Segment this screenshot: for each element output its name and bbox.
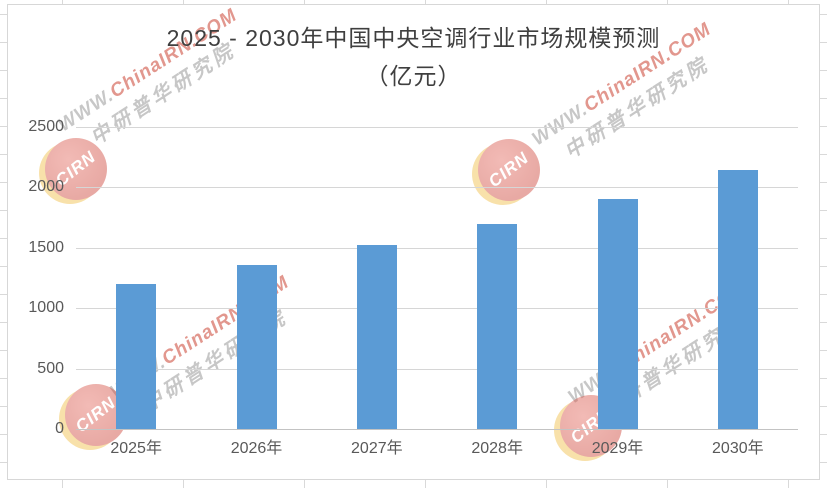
bar-2026年[interactable] <box>236 264 277 429</box>
gridline-1000 <box>76 308 798 310</box>
y-axis-label-500: 500 <box>37 359 64 377</box>
bar-2027年[interactable] <box>356 245 397 429</box>
y-axis-label-1000: 1000 <box>28 299 64 317</box>
x-axis-label-2030年: 2030年 <box>712 440 764 457</box>
gridline-500 <box>76 368 798 370</box>
gridline-2500 <box>76 127 798 128</box>
gridline-1500 <box>76 247 798 249</box>
bar-2025年[interactable] <box>116 284 157 429</box>
x-axis-label-2026年: 2026年 <box>230 440 283 457</box>
y-axis-label-2000: 2000 <box>28 178 64 196</box>
gridline-2000 <box>76 187 798 189</box>
x-axis-label-2025年: 2025年 <box>110 440 162 457</box>
plot-area: 0 500 1000 1500 2000 2500 2025年 2026年 2027年 2028年… <box>8 5 819 479</box>
chart-title-line1: 2025 - 2030年中国中央空调行业市场规模预测 <box>166 25 661 51</box>
x-axis-label-2029年: 2029年 <box>591 440 644 457</box>
bar-2028年[interactable] <box>477 223 518 429</box>
y-axis-label-1500: 1500 <box>28 238 64 256</box>
bar-2030年[interactable] <box>717 170 758 429</box>
chart-container[interactable]: WWW.ChinaIRN.COM 中研普华研究院 WWW.ChinaIRN.COM 中… <box>7 4 820 480</box>
bar-2029年[interactable] <box>597 199 638 429</box>
gridline-0 <box>76 429 798 430</box>
x-axis-label-2027年: 2027年 <box>351 440 403 457</box>
y-axis-label-0: 0 <box>55 420 64 437</box>
chart-title: 2025 - 2030年中国中央空调行业市场规模预测 （亿元） <box>8 19 819 95</box>
x-axis-label-2028年: 2028年 <box>471 440 523 457</box>
y-axis-label-2500: 2500 <box>28 118 64 135</box>
chart-title-line2: （亿元） <box>365 63 462 89</box>
